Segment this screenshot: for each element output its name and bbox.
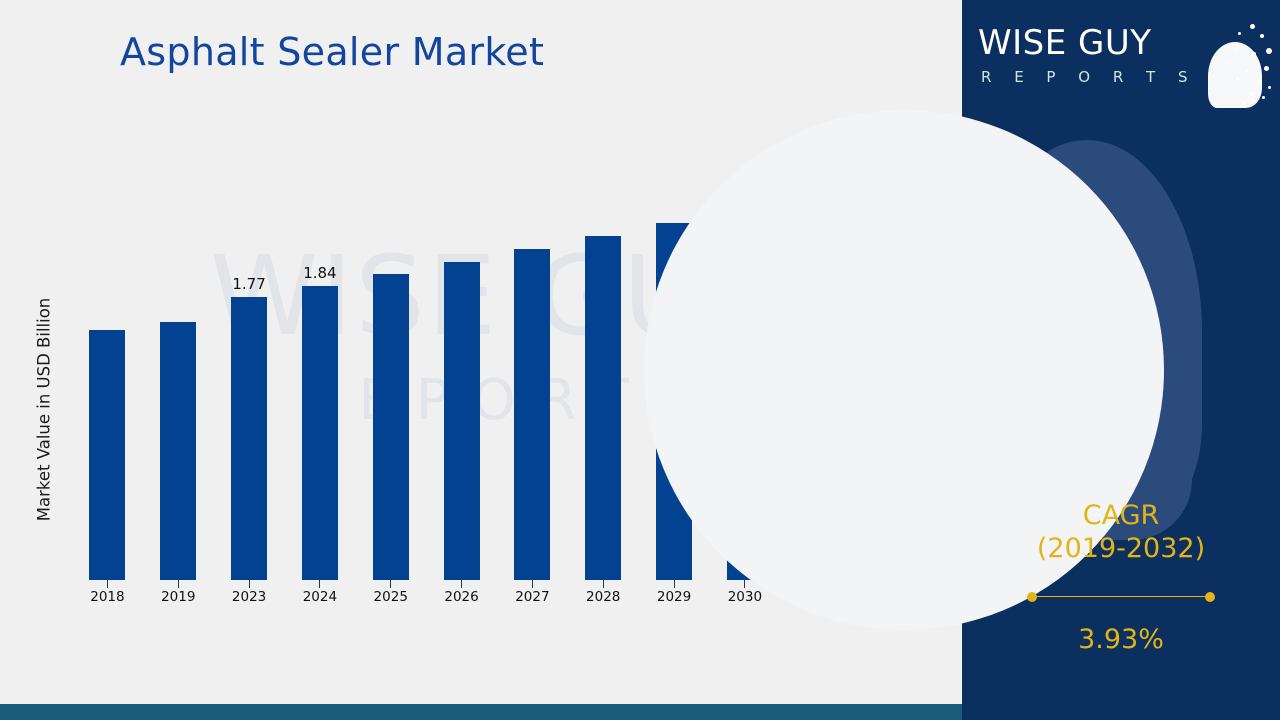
cagr-divider-line bbox=[1032, 595, 1210, 598]
x-tick bbox=[639, 580, 710, 590]
logo-sparkle-dot bbox=[1266, 48, 1272, 54]
x-tick bbox=[355, 580, 426, 590]
bar[interactable] bbox=[585, 236, 622, 580]
x-tick bbox=[426, 580, 497, 590]
logo-sparkle-dot bbox=[1250, 92, 1254, 96]
page-title: Asphalt Sealer Market bbox=[120, 30, 545, 74]
x-tick bbox=[72, 580, 143, 590]
logo-dots-icon bbox=[1164, 22, 1272, 118]
x-tick-mark bbox=[461, 580, 463, 588]
x-tick bbox=[568, 580, 639, 590]
x-tick-mark bbox=[248, 580, 250, 588]
x-tick-label: 2029 bbox=[656, 589, 692, 605]
x-tick-mark bbox=[177, 580, 179, 588]
x-tick-label: 2019 bbox=[161, 589, 196, 605]
logo-sparkle-dot bbox=[1250, 24, 1255, 29]
cagr-value: 3.93% bbox=[1078, 623, 1164, 655]
cagr-title-line1: CAGR bbox=[1082, 500, 1160, 531]
bar-slot bbox=[355, 140, 426, 580]
logo-sparkle-dot bbox=[1262, 96, 1265, 99]
bar-slot bbox=[426, 140, 497, 580]
bar[interactable] bbox=[160, 322, 197, 580]
x-tick-label: 2025 bbox=[373, 589, 408, 605]
x-tick bbox=[214, 580, 285, 590]
x-tick-mark bbox=[673, 580, 675, 588]
bar[interactable] bbox=[443, 261, 480, 580]
bar-value-label: 1.84 bbox=[303, 263, 337, 282]
x-tick-mark bbox=[602, 580, 604, 588]
x-tick-mark bbox=[531, 580, 533, 588]
brand-logo[interactable]: WISE GUY R E P O R T S bbox=[978, 23, 1272, 112]
logo-sparkle-dot bbox=[1252, 52, 1256, 56]
bar[interactable]: 1.84 bbox=[301, 264, 338, 580]
bar-slot bbox=[143, 140, 214, 580]
x-tick-label: 2027 bbox=[515, 589, 550, 605]
cagr-divider-dot-right bbox=[1205, 591, 1215, 602]
bar-slot bbox=[497, 140, 568, 580]
bar[interactable] bbox=[372, 274, 409, 580]
bar-slot: 1.77 bbox=[214, 140, 285, 580]
x-tick-label: 2018 bbox=[90, 589, 125, 605]
logo-sparkle-dot bbox=[1228, 62, 1230, 64]
x-tick bbox=[285, 580, 356, 590]
bar-slot: 1.84 bbox=[285, 140, 356, 580]
logo-sparkle-dot bbox=[1242, 102, 1245, 105]
bar-slot bbox=[72, 140, 143, 580]
x-tick bbox=[143, 580, 214, 590]
x-tick-mark bbox=[744, 580, 746, 588]
x-tick-label: 2023 bbox=[231, 589, 267, 605]
x-tick-label: 2024 bbox=[302, 589, 338, 605]
cagr-title-line2: (2019-2032) bbox=[1036, 532, 1206, 564]
bottom-accent-strip bbox=[0, 704, 962, 720]
x-tick-label: 2026 bbox=[444, 589, 479, 605]
logo-sparkle-dot bbox=[1258, 80, 1262, 84]
logo-sparkle-dot bbox=[1268, 86, 1271, 89]
bar-value-label: 1.77 bbox=[232, 274, 266, 293]
x-tick-mark bbox=[319, 580, 321, 588]
cagr-divider bbox=[1027, 591, 1215, 602]
x-tick-label: 2028 bbox=[586, 589, 621, 605]
bar-slot bbox=[568, 140, 639, 580]
x-tick bbox=[497, 580, 568, 590]
x-tick-mark bbox=[390, 580, 392, 588]
x-tick-label: 2030 bbox=[727, 589, 763, 605]
bar[interactable] bbox=[89, 330, 126, 580]
logo-sub-text: R E P O R T S bbox=[981, 68, 1197, 86]
y-axis-label: Market Value in USD Billion bbox=[34, 297, 54, 522]
logo-sparkle-dot bbox=[1246, 70, 1249, 73]
x-tick bbox=[709, 580, 780, 590]
logo-sparkle-dot bbox=[1260, 34, 1264, 38]
logo-sparkle-dot bbox=[1264, 66, 1269, 71]
side-panel: WISE GUY R E P O R T S CAGR (2019-2032) … bbox=[962, 0, 1280, 720]
logo-main-text: WISE GUY bbox=[978, 23, 1152, 63]
logo-sparkle-dot bbox=[1236, 78, 1239, 81]
x-tick-mark bbox=[106, 580, 108, 588]
bar[interactable] bbox=[514, 248, 551, 580]
cagr-block: CAGR (2019-2032) 3.93% bbox=[962, 500, 1280, 655]
bar[interactable]: 1.77 bbox=[231, 275, 268, 580]
logo-sparkle-dot bbox=[1238, 32, 1241, 35]
chart-panel: WISE GUY REPORTS Asphalt Sealer Market M… bbox=[34, 30, 962, 605]
logo-sparkle-dot bbox=[1234, 48, 1237, 51]
